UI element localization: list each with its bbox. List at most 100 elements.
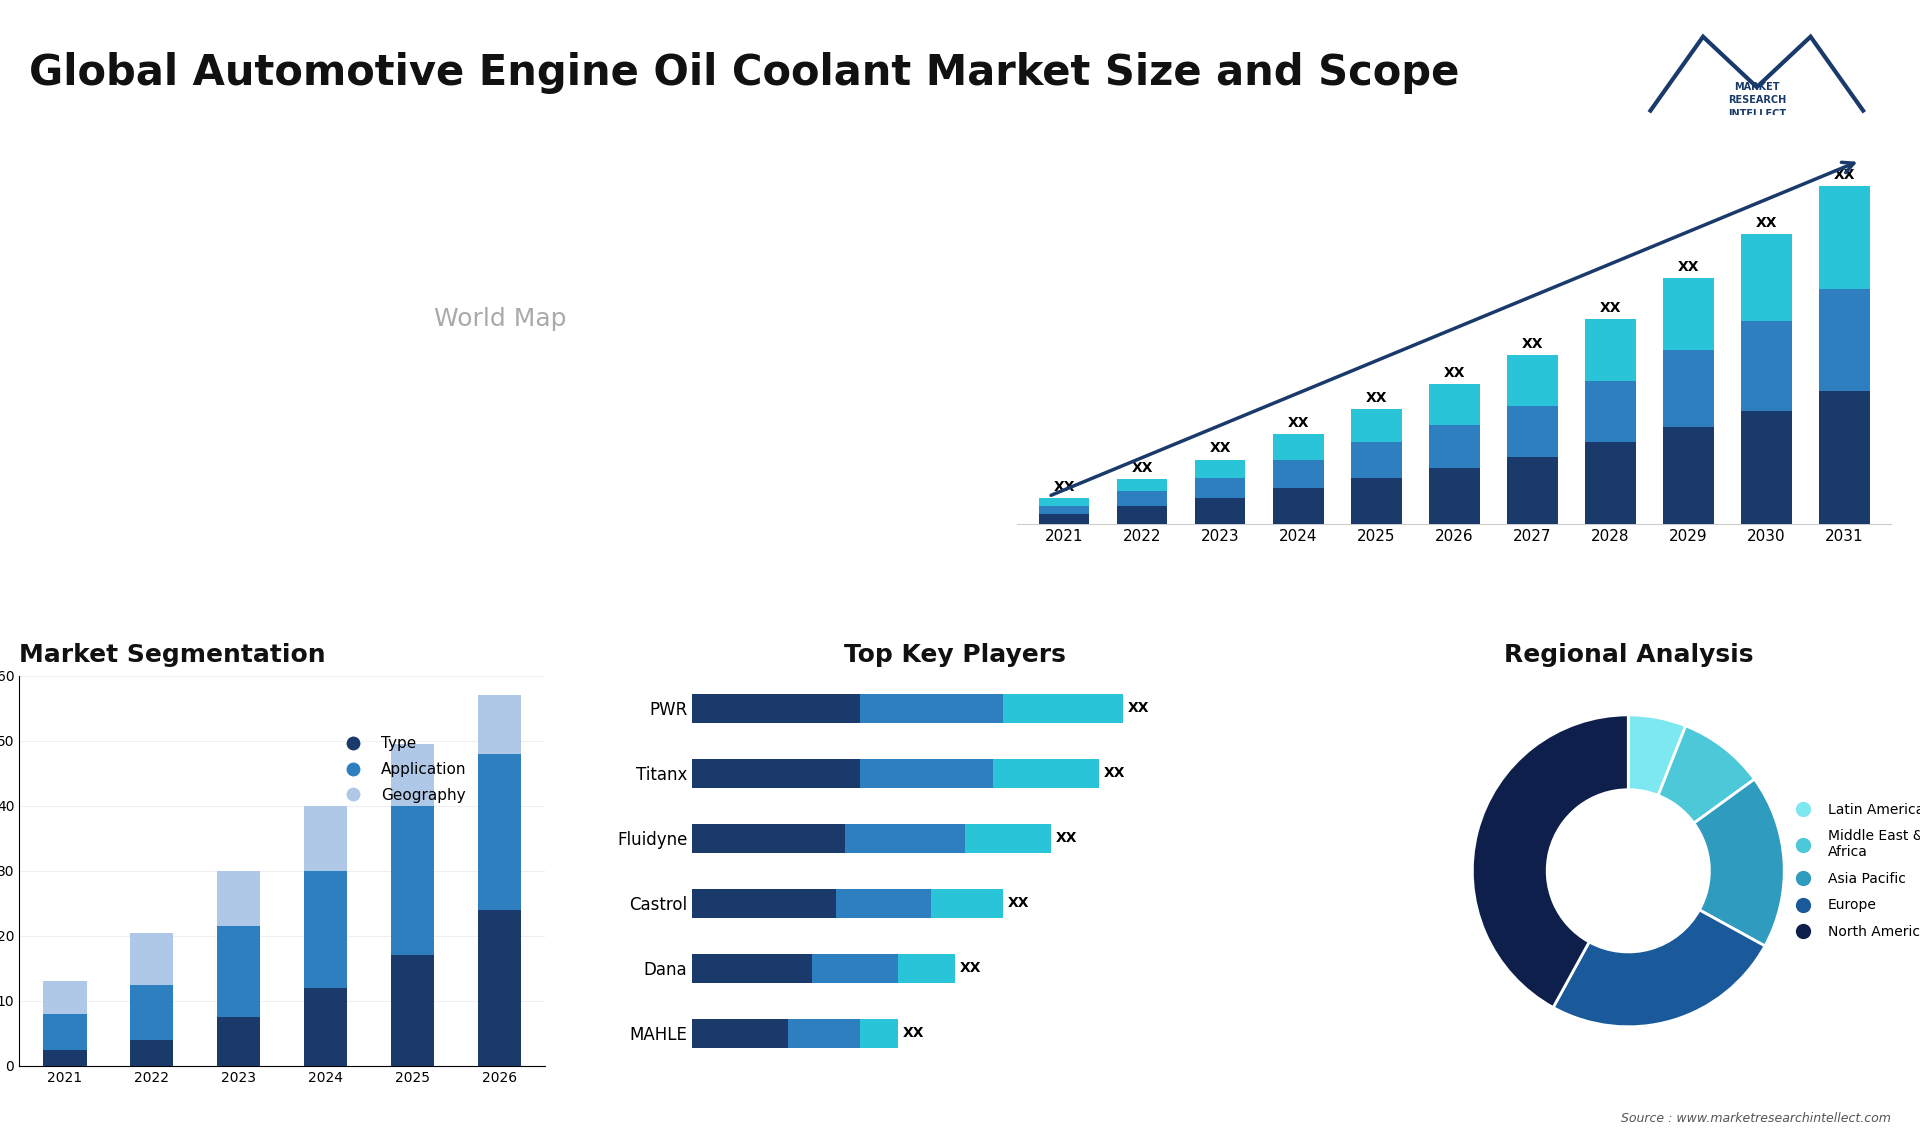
- Text: XX: XX: [1444, 366, 1465, 379]
- Bar: [1117, 479, 1167, 492]
- Wedge shape: [1628, 715, 1686, 795]
- Bar: [964, 824, 1050, 853]
- Bar: [1273, 488, 1323, 524]
- Bar: [1273, 434, 1323, 460]
- Text: Market Segmentation: Market Segmentation: [19, 643, 326, 667]
- Bar: [693, 824, 845, 853]
- Text: XX: XX: [1755, 217, 1778, 230]
- Bar: [1507, 407, 1557, 457]
- Bar: [1039, 499, 1089, 505]
- Text: XX: XX: [1054, 480, 1075, 494]
- Bar: [1194, 478, 1246, 499]
- Bar: [693, 888, 835, 918]
- Bar: [899, 953, 954, 983]
- Bar: [1352, 442, 1402, 478]
- Bar: [42, 981, 86, 1014]
- Text: XX: XX: [1008, 896, 1029, 910]
- Wedge shape: [1553, 910, 1764, 1027]
- Legend: Latin America, Middle East &
Africa, Asia Pacific, Europe, North America: Latin America, Middle East & Africa, Asi…: [1784, 798, 1920, 944]
- Text: World Map: World Map: [434, 307, 566, 331]
- Bar: [1818, 187, 1870, 289]
- Text: XX: XX: [1210, 441, 1231, 455]
- Text: XX: XX: [1678, 260, 1699, 274]
- Bar: [303, 806, 348, 871]
- Text: XX: XX: [1056, 831, 1077, 846]
- Text: Source : www.marketresearchintellect.com: Source : www.marketresearchintellect.com: [1620, 1113, 1891, 1125]
- Bar: [1428, 468, 1480, 524]
- Bar: [1273, 460, 1323, 488]
- Bar: [1002, 693, 1123, 723]
- Text: XX: XX: [1131, 461, 1152, 474]
- Bar: [931, 888, 1002, 918]
- Bar: [835, 888, 931, 918]
- Title: Top Key Players: Top Key Players: [845, 643, 1066, 667]
- Bar: [392, 744, 434, 806]
- Bar: [1039, 513, 1089, 524]
- Bar: [1117, 492, 1167, 505]
- Text: XX: XX: [1288, 416, 1309, 430]
- Bar: [217, 871, 261, 926]
- Bar: [1584, 380, 1636, 442]
- Bar: [1663, 426, 1715, 524]
- Bar: [812, 953, 899, 983]
- Bar: [1428, 425, 1480, 468]
- Bar: [1663, 350, 1715, 426]
- Bar: [217, 1017, 261, 1066]
- Text: MARKET
RESEARCH
INTELLECT: MARKET RESEARCH INTELLECT: [1728, 83, 1786, 118]
- Wedge shape: [1659, 725, 1755, 823]
- Text: Global Automotive Engine Oil Coolant Market Size and Scope: Global Automotive Engine Oil Coolant Mar…: [29, 52, 1459, 94]
- Text: XX: XX: [1521, 337, 1544, 351]
- Text: XX: XX: [1834, 168, 1855, 182]
- Bar: [1352, 478, 1402, 524]
- Bar: [217, 926, 261, 1017]
- Wedge shape: [1693, 779, 1784, 945]
- Text: XX: XX: [1365, 391, 1386, 406]
- Bar: [1584, 320, 1636, 380]
- Bar: [787, 1019, 860, 1049]
- Bar: [131, 984, 173, 1039]
- Bar: [845, 824, 964, 853]
- Bar: [1507, 355, 1557, 407]
- Bar: [1818, 391, 1870, 524]
- Bar: [1741, 234, 1791, 321]
- Bar: [693, 953, 812, 983]
- Bar: [693, 1019, 787, 1049]
- Bar: [131, 1039, 173, 1066]
- Bar: [392, 806, 434, 956]
- Bar: [860, 1019, 899, 1049]
- Bar: [1507, 457, 1557, 524]
- Legend: Type, Application, Geography: Type, Application, Geography: [332, 730, 472, 809]
- Bar: [478, 910, 520, 1066]
- Circle shape: [1548, 790, 1709, 952]
- Bar: [478, 696, 520, 754]
- Text: XX: XX: [1599, 301, 1620, 315]
- Bar: [860, 693, 1002, 723]
- Text: XX: XX: [960, 961, 981, 975]
- Bar: [1194, 499, 1246, 524]
- Bar: [1194, 460, 1246, 478]
- Text: XX: XX: [902, 1027, 924, 1041]
- Bar: [993, 759, 1098, 788]
- Bar: [1741, 321, 1791, 411]
- Bar: [1663, 278, 1715, 350]
- Wedge shape: [1473, 715, 1628, 1007]
- Title: Regional Analysis: Regional Analysis: [1503, 643, 1753, 667]
- Bar: [1818, 289, 1870, 391]
- Bar: [693, 759, 860, 788]
- Bar: [693, 693, 860, 723]
- Bar: [1741, 411, 1791, 524]
- Bar: [1584, 442, 1636, 524]
- Bar: [860, 759, 993, 788]
- Bar: [131, 933, 173, 984]
- Bar: [1352, 409, 1402, 442]
- Bar: [1428, 384, 1480, 425]
- Text: XX: XX: [1127, 701, 1148, 715]
- Bar: [478, 754, 520, 910]
- Bar: [303, 871, 348, 988]
- Bar: [1117, 505, 1167, 524]
- Text: XX: XX: [1104, 767, 1125, 780]
- Bar: [303, 988, 348, 1066]
- Bar: [42, 1014, 86, 1050]
- Bar: [42, 1050, 86, 1066]
- Bar: [1039, 505, 1089, 513]
